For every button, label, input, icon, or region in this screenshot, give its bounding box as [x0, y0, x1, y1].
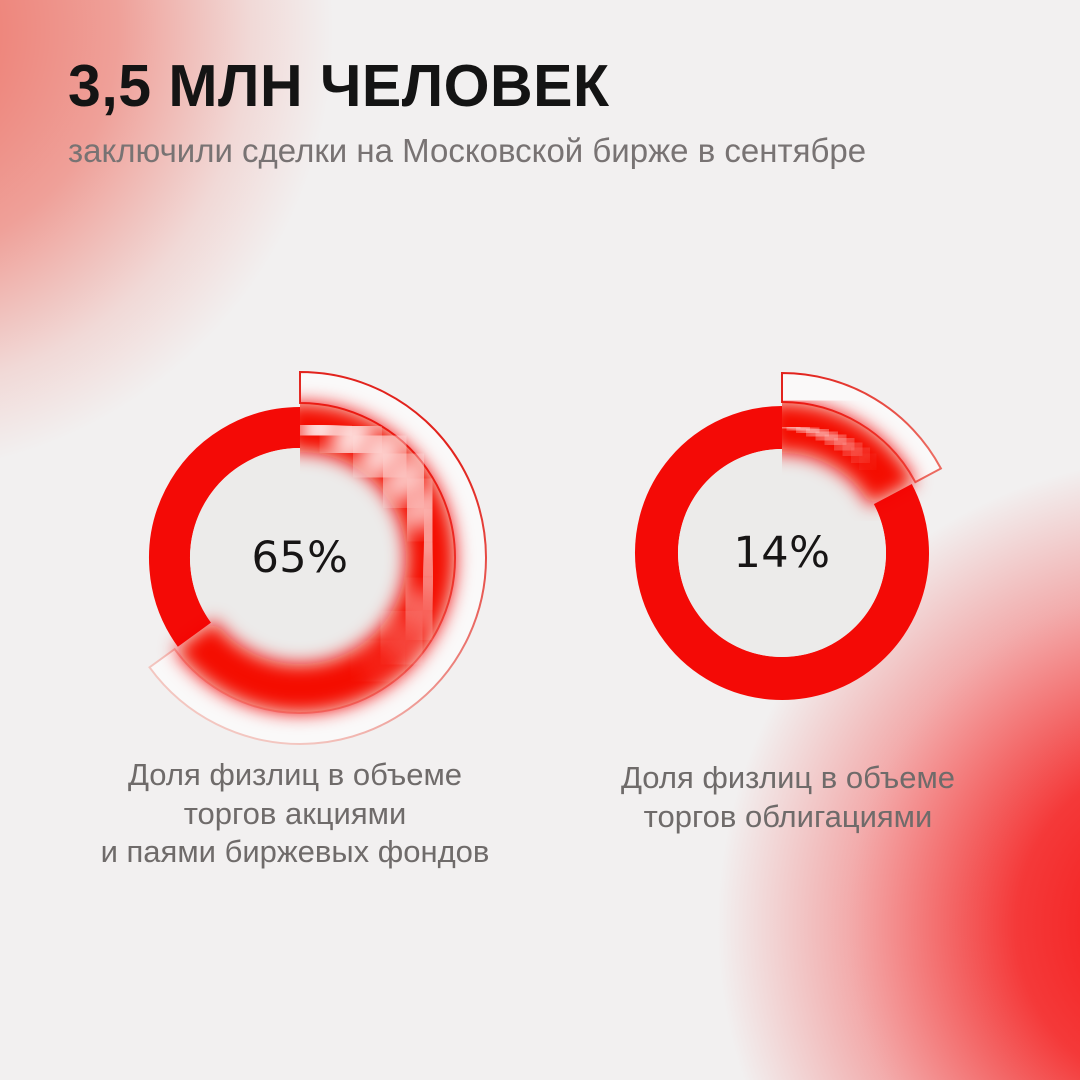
caption-line: торгов облигациями	[643, 798, 933, 834]
page-subtitle: заключили сделки на Московской бирже в с…	[68, 132, 867, 169]
donut-caption-stocks: Доля физлиц в объеме торгов акциями и па…	[95, 756, 495, 872]
donut-caption-bonds: Доля физлиц в объеме торгов облигациями	[588, 759, 988, 836]
header: 3,5 МЛН ЧЕЛОВЕК заключили сделки на Моск…	[68, 54, 866, 171]
caption-line: торгов акциями	[183, 795, 407, 831]
caption-line: Доля физлиц в объеме	[127, 757, 463, 792]
donut-chart-bonds: 14%	[582, 353, 982, 753]
donut-ring-bonds	[635, 371, 943, 700]
caption-line: Доля физлиц в объеме	[620, 760, 956, 795]
caption-line: и паями биржевых фондов	[100, 834, 490, 869]
donut-ring-stocks	[148, 370, 487, 745]
donut-chart-stocks: 65%	[100, 358, 500, 758]
page-title: 3,5 МЛН ЧЕЛОВЕК	[68, 53, 610, 119]
